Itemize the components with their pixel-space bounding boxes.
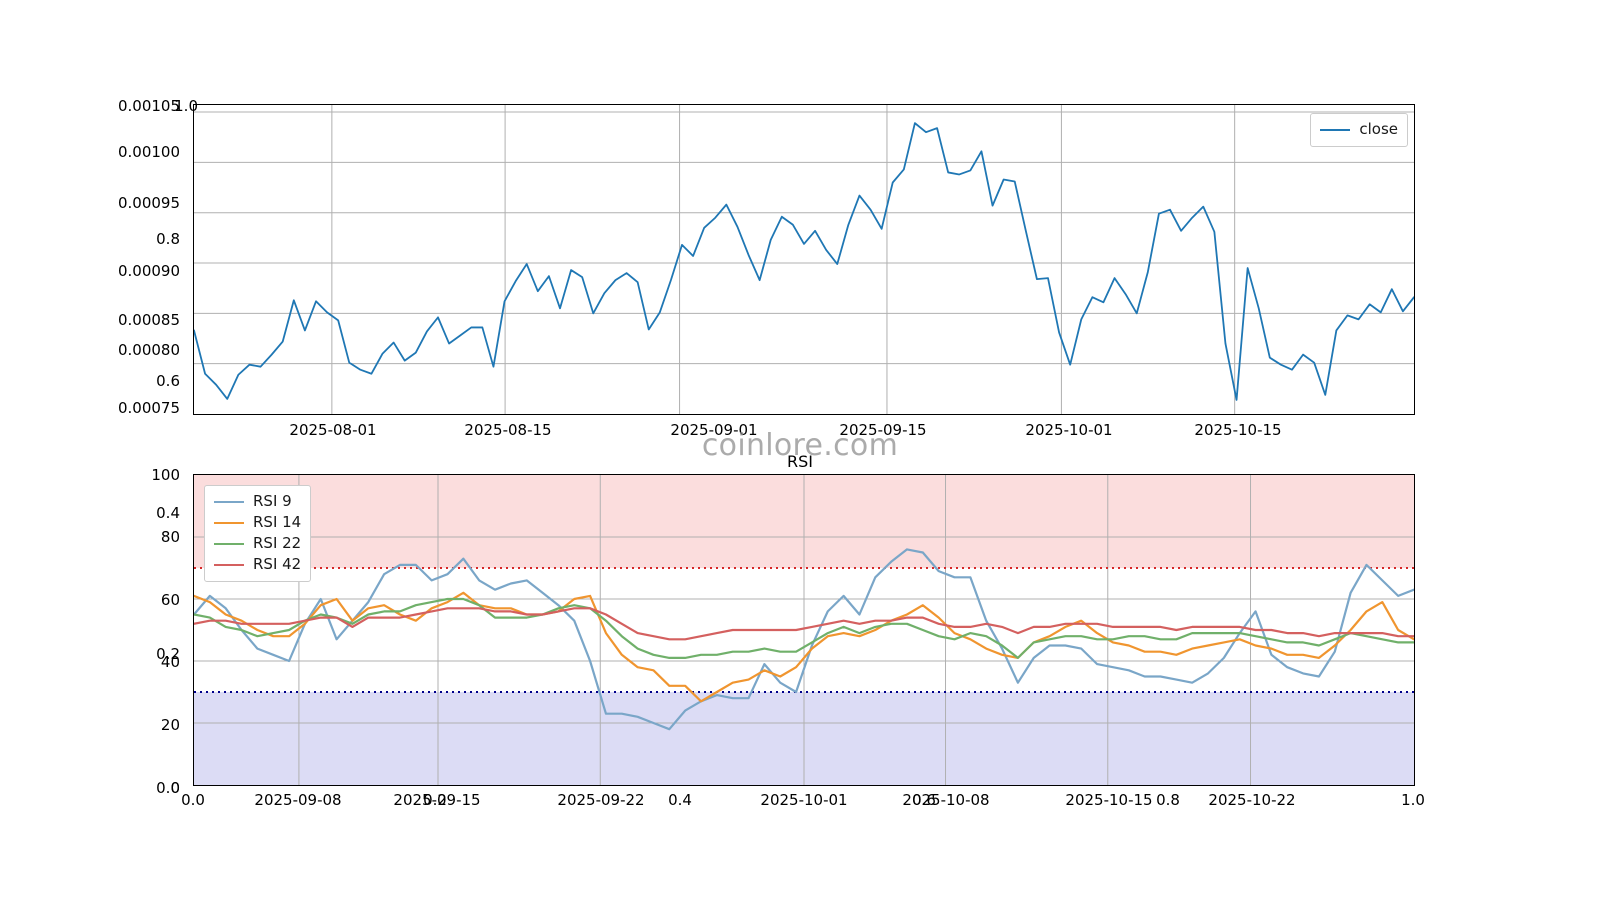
legend-label-close: close	[1359, 120, 1398, 138]
rsi-ytick-secondary-0.4: 0.4	[156, 504, 180, 522]
legend-item-rsi-42[interactable]: RSI 42	[214, 554, 301, 575]
price-ytick-0.00100: 0.00100	[117, 143, 180, 161]
price-ytick-0.00105: 0.00105	[117, 97, 180, 115]
price-xtick-2025-09-15: 2025-09-15	[839, 421, 927, 439]
rsi-xtick-numeric-0.0: 0.0	[181, 791, 205, 809]
legend-label-rsi-9: RSI 9	[253, 492, 292, 510]
rsi-ytick-0: 0	[170, 779, 180, 797]
price-ytick-secondary-0.8: 0.8	[156, 230, 180, 248]
price-xtick-2025-10-15: 2025-10-15	[1194, 421, 1282, 439]
price-ytick-0.00085: 0.00085	[117, 311, 180, 329]
price-ytick-0.00090: 0.00090	[117, 262, 180, 280]
rsi-ytick-20: 20	[160, 716, 180, 734]
rsi-chart-title: RSI	[787, 452, 813, 471]
legend-item-rsi-14[interactable]: RSI 14	[214, 512, 301, 533]
rsi-xtick-2025-10-08: 2025-10-08	[902, 791, 990, 809]
rsi14-line-swatch	[214, 521, 244, 524]
rsi-xtick-2025-10-15: 2025-10-15	[1065, 791, 1153, 809]
price-ytick-secondary-1.0: 1.0	[174, 97, 198, 115]
rsi-xtick-numeric-0.4: 0.4	[668, 791, 692, 809]
price-xtick-2025-10-01: 2025-10-01	[1025, 421, 1113, 439]
price-chart-panel: close	[193, 104, 1415, 415]
price-ytick-0.00095: 0.00095	[117, 194, 180, 212]
rsi-xtick-2025-10-22: 2025-10-22	[1208, 791, 1296, 809]
price-plot-area	[194, 105, 1414, 414]
rsi-ytick-40: 40	[160, 653, 180, 671]
rsi-ytick-secondary-0.0: 0.0	[156, 779, 180, 797]
legend-label-rsi-14: RSI 14	[253, 513, 302, 531]
price-ytick-0.00080: 0.00080	[117, 341, 180, 359]
rsi-xtick-numeric-0.2: 0.2	[423, 791, 447, 809]
rsi-xtick-numeric-0.6: 0.6	[912, 791, 936, 809]
rsi-plot-area	[194, 475, 1414, 785]
rsi22-line-swatch	[214, 542, 244, 545]
rsi-ytick-60: 60	[160, 591, 180, 609]
rsi-ytick-secondary-0.2: 0.2	[156, 645, 180, 663]
rsi-ytick-100: 100	[151, 466, 180, 484]
legend-item-rsi-9[interactable]: RSI 9	[214, 491, 301, 512]
price-xtick-2025-08-15: 2025-08-15	[464, 421, 552, 439]
rsi-chart-panel: RSI 9 RSI 14 RSI 22 RSI 42	[193, 474, 1415, 786]
rsi-xtick-2025-09-15: 2025-09-15	[393, 791, 481, 809]
close-line-swatch	[1320, 128, 1351, 131]
price-ytick-0.00075: 0.00075	[117, 399, 180, 417]
legend-label-rsi-42: RSI 42	[253, 555, 302, 573]
rsi-xtick-2025-10-01: 2025-10-01	[760, 791, 848, 809]
rsi-xtick-numeric-0.8: 0.8	[1156, 791, 1180, 809]
legend-item-close[interactable]: close	[1320, 119, 1398, 140]
price-xtick-2025-08-01: 2025-08-01	[289, 421, 377, 439]
watermark: coinlore.com	[701, 428, 899, 463]
rsi-xtick-2025-09-22: 2025-09-22	[557, 791, 645, 809]
rsi42-line-swatch	[214, 563, 244, 566]
rsi-legend: RSI 9 RSI 14 RSI 22 RSI 42	[204, 485, 312, 582]
price-ytick-secondary-0.6: 0.6	[156, 372, 180, 390]
legend-label-rsi-22: RSI 22	[253, 534, 302, 552]
rsi-ytick-80: 80	[160, 528, 180, 546]
rsi-xtick-2025-09-08: 2025-09-08	[254, 791, 342, 809]
rsi9-line-swatch	[214, 500, 244, 503]
legend-item-rsi-22[interactable]: RSI 22	[214, 533, 301, 554]
price-legend: close	[1310, 113, 1408, 147]
rsi-xtick-numeric-1.0: 1.0	[1401, 791, 1425, 809]
price-xtick-2025-09-01: 2025-09-01	[670, 421, 758, 439]
